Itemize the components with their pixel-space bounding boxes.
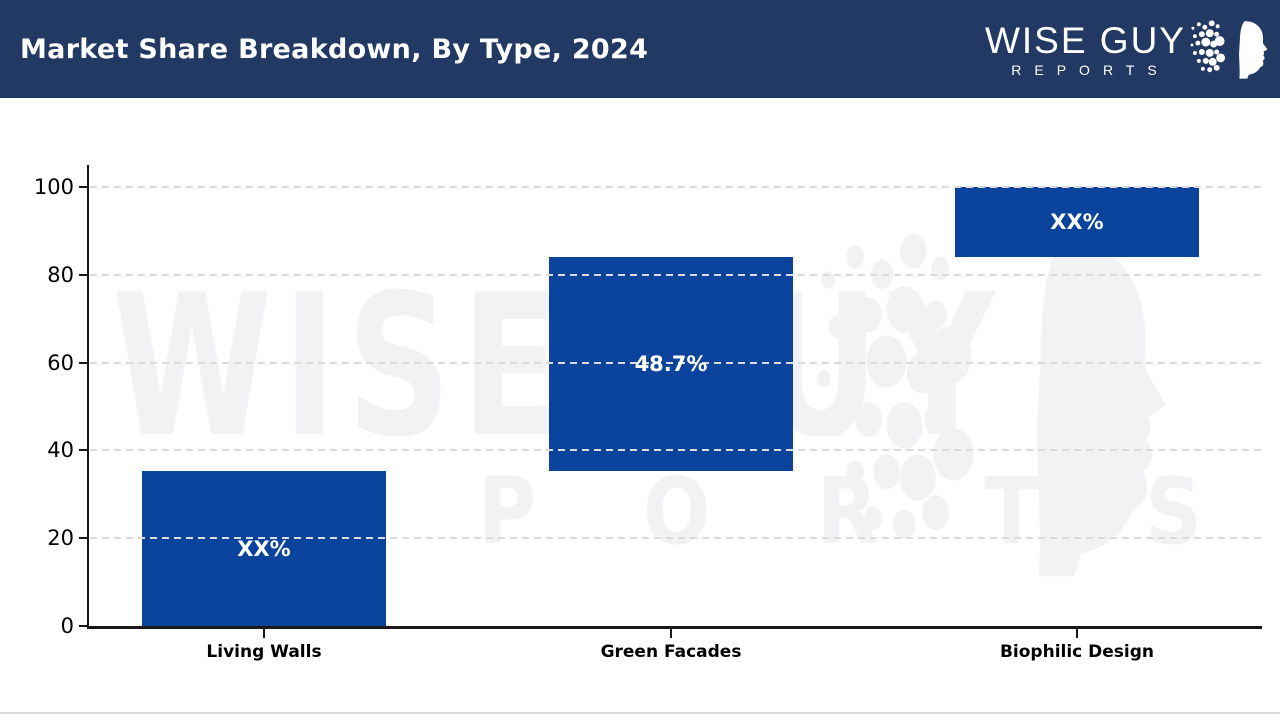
- gridline-100: [90, 186, 1262, 188]
- logo-wordmark: WISE GUY REPORTS: [984, 19, 1186, 79]
- logo-subtitle-text: REPORTS: [1011, 62, 1170, 79]
- gridline-80: [90, 273, 1262, 276]
- bottom-divider: [0, 712, 1280, 714]
- y-tick-80: [79, 273, 88, 276]
- x-tick-0: [263, 629, 265, 638]
- x-tick-1: [670, 629, 672, 638]
- logo-head-icon: [1190, 20, 1268, 79]
- y-tick-100: [79, 186, 88, 188]
- chart-area: WISE GUY R E P O R T S 0 20 40 60 80 100 XX% Li…: [0, 98, 1280, 720]
- y-tick-60: [79, 361, 88, 364]
- x-category-label: Living Walls: [206, 642, 322, 662]
- page-title: Market Share Breakdown, By Type, 2024: [20, 33, 649, 65]
- bar-value-label: XX%: [237, 536, 291, 561]
- x-tick-2: [1076, 629, 1078, 638]
- y-tick-label-60: 60: [47, 350, 74, 375]
- logo-brand-text: WISE GUY: [984, 19, 1186, 61]
- watermark-head-icon: [817, 233, 1166, 577]
- x-category-label: Biophilic Design: [999, 642, 1155, 662]
- y-axis-line: [87, 165, 89, 629]
- bar-biophilic-design: [955, 187, 1199, 258]
- gridline-40: [90, 449, 1262, 452]
- y-tick-label-80: 80: [47, 262, 74, 287]
- gridline-20: [90, 537, 1262, 540]
- header: Market Share Breakdown, By Type, 2024 WI…: [0, 0, 1280, 98]
- y-tick-label-100: 100: [33, 175, 74, 199]
- y-tick-40: [79, 449, 88, 452]
- bar-value-label: XX%: [1050, 210, 1104, 235]
- x-category-label: Green Facades: [600, 642, 742, 662]
- bar-value-label: 48.7%: [634, 352, 708, 377]
- y-tick-label-40: 40: [47, 438, 74, 463]
- y-tick-label-20: 20: [47, 526, 74, 551]
- x-axis-line: [87, 626, 1262, 629]
- bar-green-facades: [549, 257, 793, 472]
- y-tick-20: [79, 537, 88, 540]
- y-tick-0: [79, 625, 88, 627]
- wiseguy-logo: WISE GUY REPORTS: [985, 6, 1272, 94]
- bar-living-walls: [142, 471, 386, 626]
- gridline-60: [90, 361, 1262, 364]
- y-tick-label-0: 0: [60, 614, 74, 638]
